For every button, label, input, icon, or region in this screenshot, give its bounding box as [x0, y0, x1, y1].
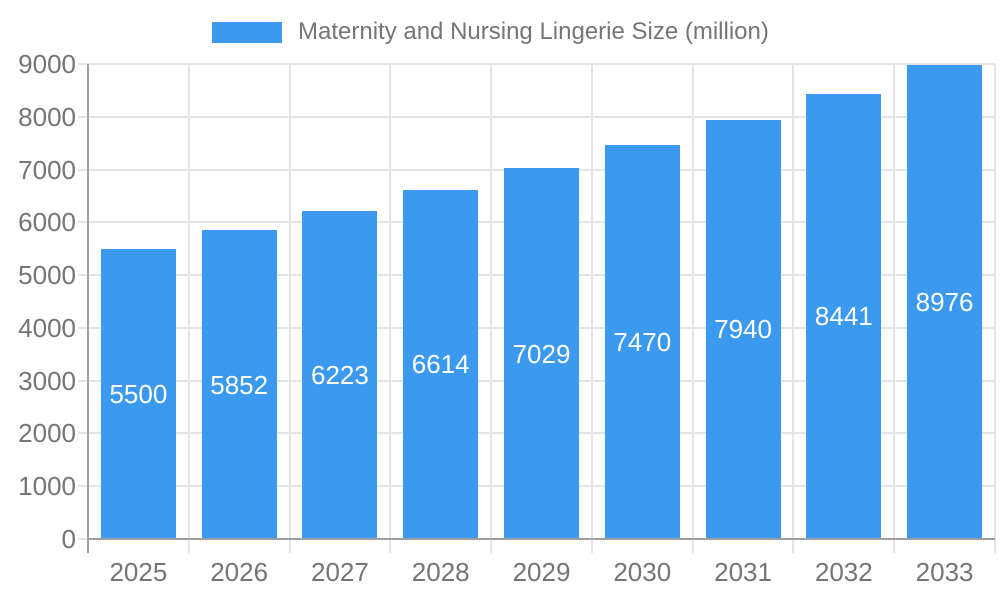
y-axis-label: 4000 [18, 312, 76, 343]
v-gridline [288, 64, 291, 553]
bar[interactable] [504, 168, 579, 539]
x-axis-label: 2030 [613, 557, 672, 587]
x-axis-label: 2026 [210, 557, 269, 587]
v-gridline [792, 64, 795, 553]
x-axis-line [87, 538, 995, 540]
legend-label: Maternity and Nursing Lingerie Size (mil… [298, 18, 769, 45]
v-gridline [994, 64, 996, 553]
y-axis-label: 3000 [18, 365, 76, 396]
bar[interactable] [100, 248, 176, 539]
bar-value-label: 5500 [109, 378, 168, 409]
y-axis-label: 0 [61, 524, 76, 554]
bar-value-label: 8441 [814, 301, 873, 332]
h-gridline [78, 63, 995, 65]
bar[interactable] [403, 189, 479, 539]
bar-value-label: 7940 [714, 314, 772, 345]
y-axis-label: 5000 [18, 260, 76, 291]
bar[interactable] [201, 230, 277, 539]
y-axis-label: 8000 [18, 101, 76, 132]
bar[interactable] [907, 65, 983, 539]
x-axis-label: 2029 [512, 557, 571, 587]
y-axis-label: 9000 [18, 49, 76, 79]
x-axis-label: 2025 [109, 557, 168, 587]
bar[interactable] [705, 119, 781, 539]
x-axis-label: 2033 [915, 557, 974, 587]
bar-value-label: 5852 [210, 369, 269, 400]
v-gridline [691, 64, 694, 553]
bar-value-label: 7470 [613, 326, 672, 357]
y-axis-label: 1000 [18, 471, 76, 502]
bar[interactable] [302, 210, 378, 539]
legend[interactable]: Maternity and Nursing Lingerie Size (mil… [212, 18, 769, 46]
x-axis-label: 2027 [311, 557, 369, 587]
v-gridline [893, 64, 896, 553]
v-gridline [490, 64, 493, 553]
x-axis-label: 2032 [814, 557, 873, 587]
y-axis-label: 2000 [18, 418, 76, 449]
bar-value-label: 6223 [311, 359, 369, 390]
y-axis-line [87, 64, 89, 553]
x-axis-label: 2028 [411, 557, 470, 587]
v-gridline [590, 64, 593, 553]
bar[interactable] [806, 93, 882, 539]
h-gridline [78, 115, 995, 118]
y-axis-label: 7000 [18, 154, 76, 185]
v-gridline [389, 64, 392, 553]
bar-value-label: 6614 [411, 349, 470, 380]
y-axis-label: 6000 [18, 207, 76, 238]
bar-value-label: 7029 [512, 338, 571, 369]
v-gridline [187, 64, 190, 553]
legend-swatch [212, 21, 282, 43]
bar[interactable] [604, 144, 680, 539]
bar-value-label: 8976 [915, 287, 974, 318]
x-axis-label: 2031 [714, 557, 772, 587]
